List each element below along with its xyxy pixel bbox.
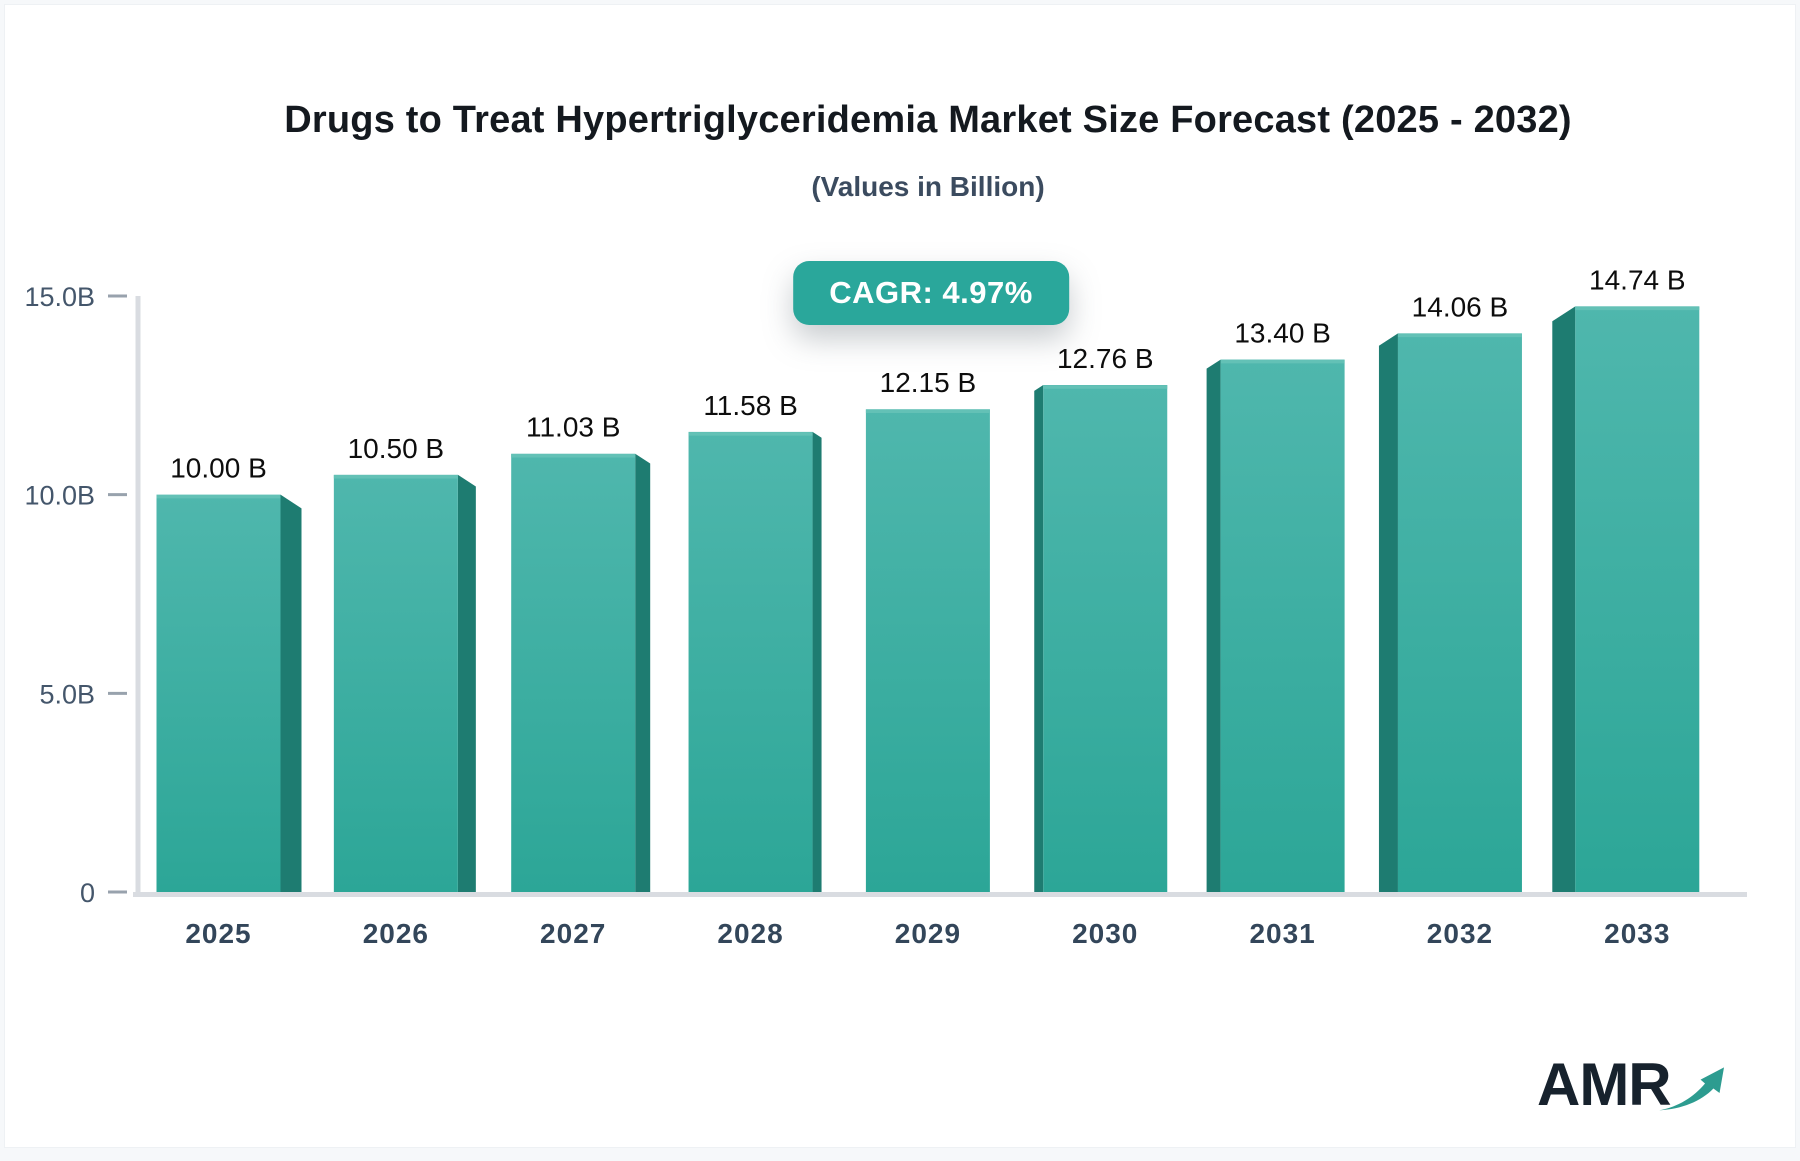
bar-value-label: 11.03 B [526, 412, 620, 443]
bar-value-label: 12.76 B [1057, 343, 1154, 374]
bar-face [511, 453, 636, 892]
bar-value-label: 12.15 B [880, 367, 977, 398]
x-axis-label: 2028 [717, 918, 783, 949]
bar-2026: 10.50 B 2026 [333, 433, 476, 949]
x-axis-label: 2029 [895, 918, 961, 949]
bar-value-label: 10.00 B [170, 453, 267, 484]
bar-face [688, 431, 813, 892]
bar-side-face [1378, 333, 1398, 892]
bar-side-face [635, 453, 651, 892]
y-axis-line [135, 296, 141, 896]
bar-series: 10.00 B 2025 10.50 B 2026 11.03 B 2027 11.58 B… [156, 264, 1700, 949]
amr-logo-text: AMR [1537, 1051, 1672, 1118]
chart-svg: 0 5.0B 10.0B 15.0B 10.00 B 2025 10.50 B 2026 11.… [24, 264, 1747, 949]
bar-face [333, 474, 458, 892]
x-axis-label: 2031 [1249, 918, 1315, 949]
bar-value-label: 13.40 B [1234, 318, 1331, 349]
bar-side-face [1034, 385, 1044, 892]
bar-value-label: 14.74 B [1589, 264, 1686, 295]
bar-face [156, 494, 281, 892]
y-tick-label: 0 [80, 878, 95, 908]
bar-2025: 10.00 B 2025 [156, 453, 302, 949]
x-axis-label: 2026 [363, 918, 429, 949]
cagr-badge: CAGR: 4.97% [793, 261, 1069, 325]
chart-title: Drugs to Treat Hypertriglyceridemia Mark… [284, 99, 1572, 141]
bar-value-label: 10.50 B [348, 433, 445, 464]
y-tick-label: 15.0B [24, 282, 95, 312]
bar-side-face [1552, 306, 1576, 892]
x-axis-label: 2027 [540, 918, 606, 949]
x-axis-label: 2030 [1072, 918, 1138, 949]
bar-face [865, 409, 990, 892]
axes: 0 5.0B 10.0B 15.0B [24, 282, 1747, 908]
x-axis-label: 2032 [1427, 918, 1493, 949]
bar-face [1575, 306, 1700, 892]
bar-2027: 11.03 B 2027 [511, 412, 651, 949]
growth-arrow-icon [1658, 1066, 1724, 1110]
bar-2029: 12.15 B 2029 [865, 367, 990, 949]
bar-side-face [457, 474, 476, 892]
bar-2033: 14.74 B 2033 [1552, 264, 1700, 949]
bar-2031: 13.40 B 2031 [1206, 318, 1345, 949]
bar-side-face [280, 494, 302, 892]
bar-face [1397, 333, 1522, 892]
bar-side-face [1206, 359, 1221, 892]
bar-face [1220, 359, 1345, 892]
chart-subtitle: (Values in Billion) [811, 171, 1045, 202]
bar-2030: 12.76 B 2030 [1034, 343, 1168, 949]
bar-2028: 11.58 B 2028 [688, 390, 822, 949]
y-tick-label: 5.0B [39, 679, 95, 709]
x-axis-label: 2025 [185, 918, 251, 949]
bar-face [1043, 385, 1168, 892]
chart-card: Drugs to Treat Hypertriglyceridemia Mark… [4, 4, 1796, 1148]
bar-value-label: 11.58 B [703, 390, 797, 421]
bar-value-label: 14.06 B [1412, 291, 1509, 322]
amr-logo: AMR [1537, 1037, 1727, 1132]
bar-side-face [812, 431, 822, 892]
x-axis-label: 2033 [1604, 918, 1670, 949]
y-tick-label: 10.0B [24, 481, 95, 511]
x-axis-line [133, 892, 1747, 897]
bar-2032: 14.06 B 2032 [1378, 291, 1522, 949]
